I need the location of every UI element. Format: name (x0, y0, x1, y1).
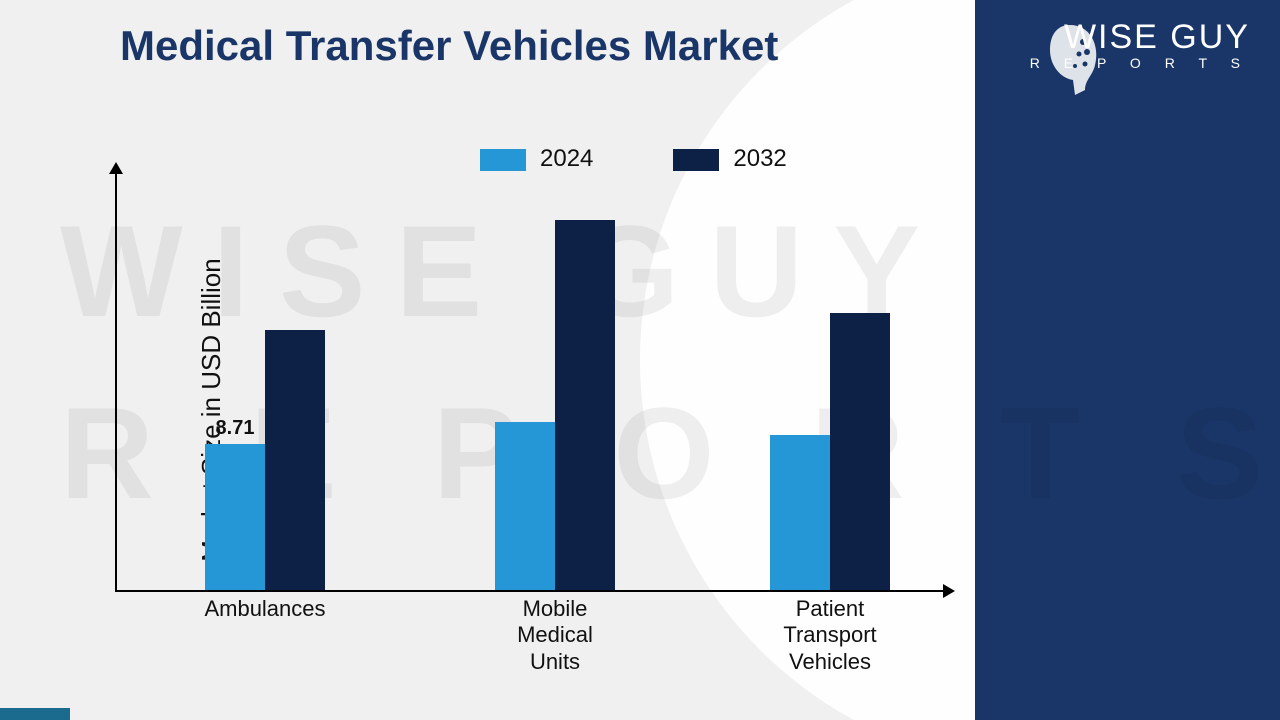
legend-item-2024: 2024 (480, 145, 593, 173)
category-label-2: PatientTransportVehicles (740, 596, 920, 675)
legend: 2024 2032 (480, 145, 787, 173)
bottom-accent-bar (0, 708, 70, 720)
y-axis (115, 170, 117, 590)
logo-line2: R E P O R T S (1030, 55, 1250, 71)
brand-logo: WISE GUY R E P O R T S (1030, 18, 1250, 71)
bar-2024-1 (495, 422, 555, 590)
x-axis-arrow-icon (943, 584, 955, 598)
bar-chart: Market Size in USD Billion AmbulancesMob… (90, 170, 960, 650)
logo-line1: WISE GUY (1030, 18, 1250, 57)
infographic-stage: WISE GUY R E P O R T S Medical Transfer … (0, 0, 1280, 720)
swatch-2032 (673, 149, 719, 171)
data-label: 8.71 (205, 417, 265, 440)
right-panel (975, 0, 1280, 720)
y-axis-arrow-icon (109, 162, 123, 174)
category-label-0: Ambulances (175, 596, 355, 622)
chart-title: Medical Transfer Vehicles Market (120, 22, 778, 70)
bar-2032-2 (830, 313, 890, 590)
legend-item-2032: 2032 (673, 145, 786, 173)
bar-2024-0 (205, 444, 265, 590)
category-label-1: MobileMedicalUnits (465, 596, 645, 675)
swatch-2024 (480, 149, 526, 171)
bar-2024-2 (770, 435, 830, 590)
bar-2032-1 (555, 220, 615, 590)
x-axis (115, 590, 945, 592)
bar-2032-0 (265, 330, 325, 590)
